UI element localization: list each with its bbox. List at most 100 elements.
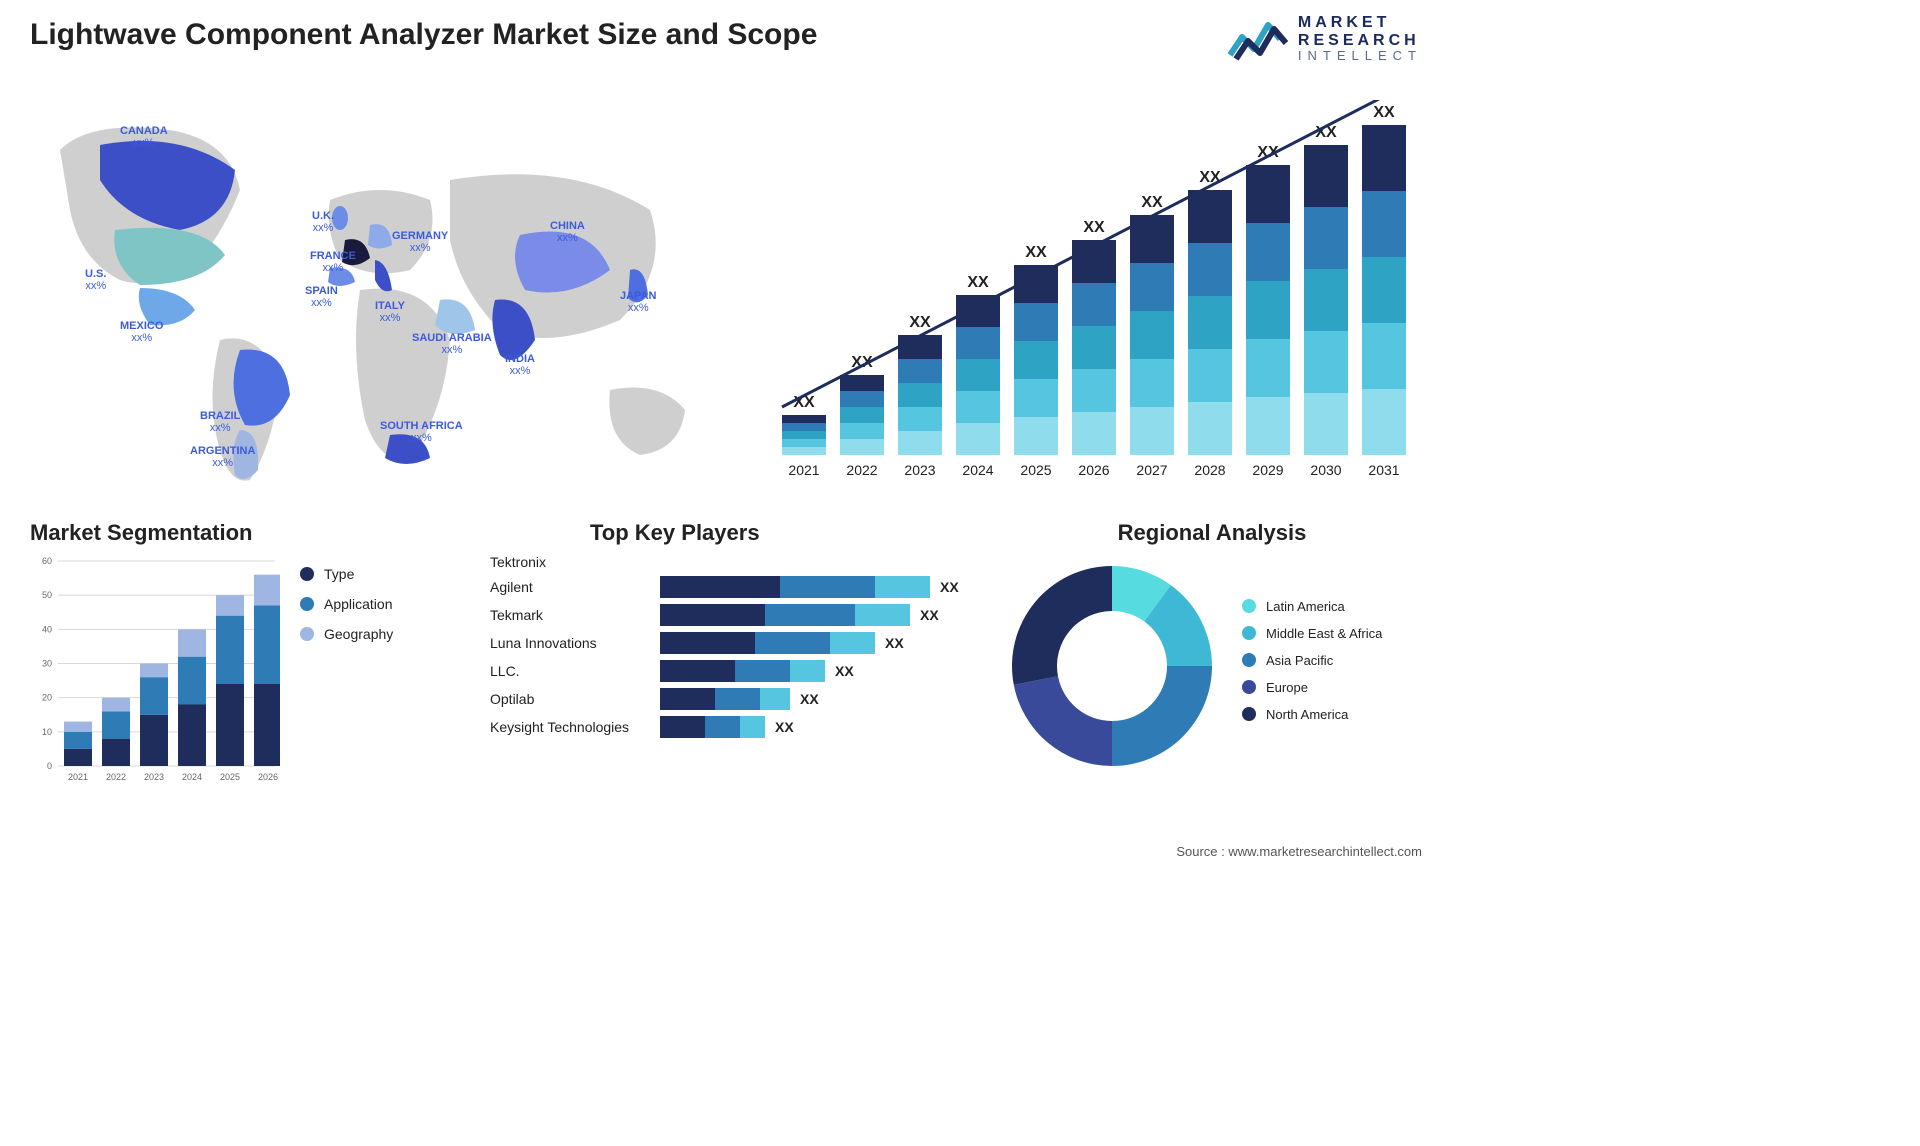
seg-legend-item: Application (300, 596, 393, 612)
svg-text:2025: 2025 (220, 772, 240, 782)
svg-text:2031: 2031 (1368, 462, 1399, 478)
page-title: Lightwave Component Analyzer Market Size… (30, 18, 817, 52)
regional-heading: Regional Analysis (1002, 520, 1422, 546)
svg-text:2030: 2030 (1310, 462, 1341, 478)
map-label-argentina: ARGENTINAxx% (190, 445, 255, 469)
svg-text:2024: 2024 (182, 772, 202, 782)
regional-legend: Latin America Middle East & Africa Asia Pa… (1242, 599, 1382, 734)
svg-text:2021: 2021 (788, 462, 819, 478)
map-label-france: FRANCExx% (310, 250, 356, 274)
player-row: LLC. XX (490, 660, 990, 682)
svg-text:XX: XX (967, 274, 989, 291)
legend-label: Latin America (1266, 599, 1345, 614)
regional-legend-item: Latin America (1242, 599, 1382, 614)
player-bar (660, 660, 825, 682)
regional-legend-item: Europe (1242, 680, 1382, 695)
growth-bar-chart: 2021 XX 2022 XX 2023 XX 2024 XX 2025 XX 2026 XX 2027… (772, 100, 1422, 490)
map-label-mexico: MEXICOxx% (120, 320, 163, 344)
svg-text:XX: XX (909, 314, 931, 331)
player-bar (660, 716, 765, 738)
legend-dot-icon (1242, 653, 1256, 667)
svg-text:20: 20 (42, 693, 52, 703)
regional-legend-item: Middle East & Africa (1242, 626, 1382, 641)
player-name: Agilent (490, 579, 660, 595)
svg-text:2028: 2028 (1194, 462, 1225, 478)
player-name: Tekmark (490, 607, 660, 623)
legend-label: Asia Pacific (1266, 653, 1333, 668)
seg-legend-item: Type (300, 566, 393, 582)
regional-legend-item: North America (1242, 707, 1382, 722)
map-label-china: CHINAxx% (550, 220, 585, 244)
map-label-u-s-: U.S.xx% (85, 268, 106, 292)
regional-analysis-section: Regional Analysis Latin America Middle Ea… (1002, 520, 1422, 820)
segmentation-heading: Market Segmentation (30, 520, 460, 546)
svg-text:XX: XX (1025, 244, 1047, 261)
player-bar (660, 604, 910, 626)
player-value: XX (885, 635, 904, 651)
segmentation-legend: Type Application Geography (300, 566, 393, 786)
svg-text:2025: 2025 (1020, 462, 1051, 478)
map-label-saudi-arabia: SAUDI ARABIAxx% (412, 332, 492, 356)
legend-dot-icon (300, 597, 314, 611)
legend-dot-icon (300, 567, 314, 581)
world-map-chart: CANADAxx% U.S.xx% MEXICOxx% BRAZILxx% ARGENT… (30, 90, 720, 490)
svg-text:50: 50 (42, 590, 52, 600)
player-row: Keysight Technologies XX (490, 716, 990, 738)
svg-text:2022: 2022 (106, 772, 126, 782)
map-label-brazil: BRAZILxx% (200, 410, 240, 434)
legend-dot-icon (1242, 680, 1256, 694)
legend-label: North America (1266, 707, 1348, 722)
legend-label: Europe (1266, 680, 1308, 695)
player-name: Tektronix (490, 554, 660, 570)
svg-text:2026: 2026 (1078, 462, 1109, 478)
player-value: XX (775, 719, 794, 735)
legend-label: Middle East & Africa (1266, 626, 1382, 641)
map-label-germany: GERMANYxx% (392, 230, 448, 254)
svg-text:0: 0 (47, 761, 52, 771)
key-players-section: Top Key Players Tektronix Agilent XX Tekmar… (490, 520, 990, 820)
map-label-south-africa: SOUTH AFRICAxx% (380, 420, 463, 444)
map-label-japan: JAPANxx% (620, 290, 656, 314)
svg-text:2026: 2026 (258, 772, 278, 782)
map-label-canada: CANADAxx% (120, 125, 168, 149)
player-bar (660, 576, 930, 598)
player-name: Optilab (490, 691, 660, 707)
legend-label: Type (324, 566, 354, 582)
svg-text:XX: XX (1373, 104, 1395, 121)
map-label-italy: ITALYxx% (375, 300, 405, 324)
svg-text:2027: 2027 (1136, 462, 1167, 478)
player-value: XX (800, 691, 819, 707)
segmentation-section: Market Segmentation 0 10 20 30 40 50 60 2021 202… (30, 520, 460, 800)
logo-line2: RESEARCH (1298, 32, 1422, 50)
player-value: XX (835, 663, 854, 679)
player-name: Keysight Technologies (490, 719, 660, 735)
player-value: XX (920, 607, 939, 623)
legend-dot-icon (1242, 599, 1256, 613)
svg-text:60: 60 (42, 556, 52, 566)
regional-legend-item: Asia Pacific (1242, 653, 1382, 668)
svg-text:2029: 2029 (1252, 462, 1283, 478)
svg-text:2024: 2024 (962, 462, 993, 478)
player-row: Tektronix (490, 554, 990, 570)
legend-dot-icon (1242, 707, 1256, 721)
player-value: XX (940, 579, 959, 595)
player-name: LLC. (490, 663, 660, 679)
svg-text:30: 30 (42, 659, 52, 669)
player-bar (660, 688, 790, 710)
player-bar (660, 632, 875, 654)
svg-text:2021: 2021 (68, 772, 88, 782)
svg-text:10: 10 (42, 727, 52, 737)
svg-text:XX: XX (1141, 194, 1163, 211)
svg-text:2023: 2023 (904, 462, 935, 478)
logo-line3: INTELLECT (1298, 49, 1422, 63)
svg-text:XX: XX (1083, 219, 1105, 236)
seg-legend-item: Geography (300, 626, 393, 642)
brand-logo: MARKET RESEARCH INTELLECT (1228, 14, 1422, 63)
players-heading: Top Key Players (590, 520, 990, 546)
logo-mark-icon (1228, 15, 1288, 63)
svg-text:2022: 2022 (846, 462, 877, 478)
legend-label: Application (324, 596, 393, 612)
svg-text:40: 40 (42, 624, 52, 634)
player-name: Luna Innovations (490, 635, 660, 651)
player-row: Optilab XX (490, 688, 990, 710)
